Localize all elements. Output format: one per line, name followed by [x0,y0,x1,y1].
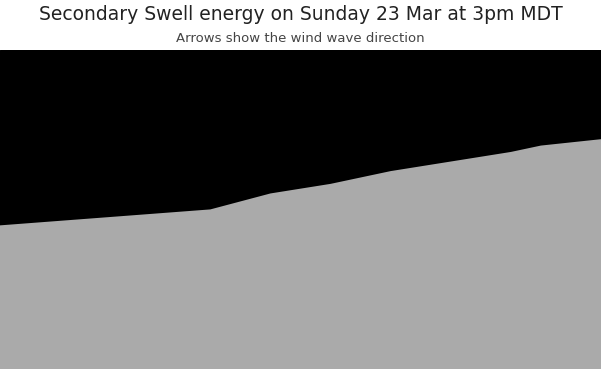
Text: Arrows show the wind wave direction: Arrows show the wind wave direction [176,32,425,45]
Polygon shape [0,50,601,369]
Text: Secondary Swell energy on Sunday 23 Mar at 3pm MDT: Secondary Swell energy on Sunday 23 Mar … [38,6,563,24]
Polygon shape [0,139,601,369]
